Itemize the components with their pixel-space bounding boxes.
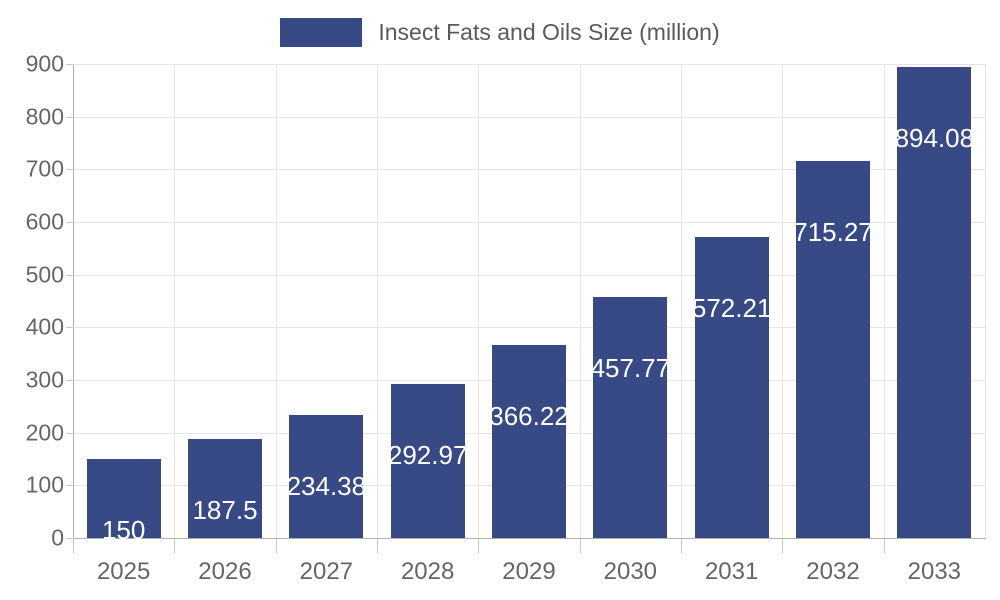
y-axis-tick-label: 800 <box>25 103 64 130</box>
y-axis-tick-label: 700 <box>25 155 64 182</box>
x-axis-tick-label: 2029 <box>502 558 556 585</box>
x-axis-tick-mark <box>782 539 784 553</box>
y-gridline <box>73 327 985 329</box>
bar[interactable]: 715.27 <box>793 161 873 538</box>
y-axis-tick-mark <box>66 538 74 539</box>
y-axis-tick-label: 400 <box>25 313 64 340</box>
chart-legend: Insect Fats and Oils Size (million) <box>0 10 1000 54</box>
y-axis-tick-mark <box>66 327 74 329</box>
y-axis-tick-mark <box>66 64 74 65</box>
x-axis-tick-mark <box>275 539 277 553</box>
y-axis-tick-label: 100 <box>25 471 64 498</box>
bar-value-label: 715.27 <box>793 217 873 248</box>
bar[interactable]: 234.38 <box>287 414 366 538</box>
bar-value-label: 292.97 <box>387 439 468 470</box>
x-axis-tick-label: 2030 <box>603 558 658 585</box>
x-axis-tick-mark <box>681 539 682 553</box>
y-axis-tick-mark <box>66 116 74 118</box>
x-gridline <box>275 64 277 538</box>
y-gridline <box>73 538 985 539</box>
legend-color-swatch[interactable] <box>280 17 363 47</box>
bar-value-label: 572.21 <box>691 292 772 323</box>
y-axis-tick-label: 500 <box>25 261 64 288</box>
x-axis-tick-label: 2032 <box>806 558 860 585</box>
legend-item-label[interactable]: Insect Fats and Oils Size (million) <box>378 18 720 45</box>
y-axis-tick-label: 300 <box>25 366 64 393</box>
x-gridline <box>782 64 784 538</box>
y-axis-tick-mark <box>66 169 74 171</box>
x-axis-tick-label: 2026 <box>198 558 252 585</box>
y-axis-tick-label: 900 <box>25 50 64 77</box>
y-axis-tick-label: 200 <box>25 419 64 446</box>
x-axis-tick-label: 2033 <box>907 558 962 585</box>
x-gridline <box>883 64 885 538</box>
x-axis-tick-mark <box>478 539 480 553</box>
x-axis-tick-mark <box>377 539 378 553</box>
y-gridline <box>73 116 985 118</box>
bar-value-label: 150 <box>101 515 146 545</box>
x-axis-tick-label: 2027 <box>299 558 354 585</box>
y-axis-tick-label: 0 <box>51 524 64 551</box>
bar-value-label: 457.77 <box>590 352 671 383</box>
bar[interactable]: 150 <box>86 459 161 543</box>
bar[interactable]: 572.21 <box>691 236 772 538</box>
y-axis-tick-mark <box>66 380 74 381</box>
y-axis-tick-mark <box>66 485 74 487</box>
y-gridline <box>73 222 985 223</box>
bar-value-label: 234.38 <box>286 470 367 501</box>
bar[interactable]: 366.22 <box>489 345 569 538</box>
bar[interactable]: 292.97 <box>387 383 468 538</box>
y-axis-tick-mark <box>66 274 74 276</box>
plot-area: 150 187.5 234.38 292.97 366.22 457.77 572.21 71… <box>73 64 986 543</box>
x-axis-tick-label: 2025 <box>96 558 151 585</box>
y-axis-tick-mark <box>66 222 74 223</box>
y-gridline <box>73 64 985 65</box>
x-gridline <box>985 64 986 538</box>
bar-value-label: 187.5 <box>192 495 258 526</box>
x-axis-tick-label: 2028 <box>400 558 455 585</box>
y-axis-tick-mark <box>66 432 74 434</box>
y-axis-labels: 0 100 200 300 400 500 600 700 800 900 <box>0 0 64 600</box>
x-axis-tick-mark <box>579 539 581 553</box>
x-axis-tick-mark <box>73 539 74 553</box>
x-gridline <box>174 64 176 538</box>
x-gridline <box>681 64 682 538</box>
x-gridline <box>579 64 581 538</box>
x-axis-tick-mark <box>174 539 176 553</box>
x-axis-tick-label: 2031 <box>704 558 759 585</box>
y-axis-line <box>73 64 74 538</box>
bar-value-label: 894.08 <box>894 123 975 154</box>
x-axis-tick-mark <box>883 539 885 553</box>
x-gridline <box>377 64 378 538</box>
y-gridline <box>73 274 985 276</box>
x-gridline <box>478 64 480 538</box>
bar-value-label: 366.22 <box>489 401 569 432</box>
y-gridline <box>73 169 985 171</box>
bar[interactable]: 187.5 <box>188 439 262 538</box>
bar[interactable]: 894.08 <box>895 67 974 538</box>
bar[interactable]: 457.77 <box>591 296 670 538</box>
y-axis-tick-label: 600 <box>25 208 64 235</box>
